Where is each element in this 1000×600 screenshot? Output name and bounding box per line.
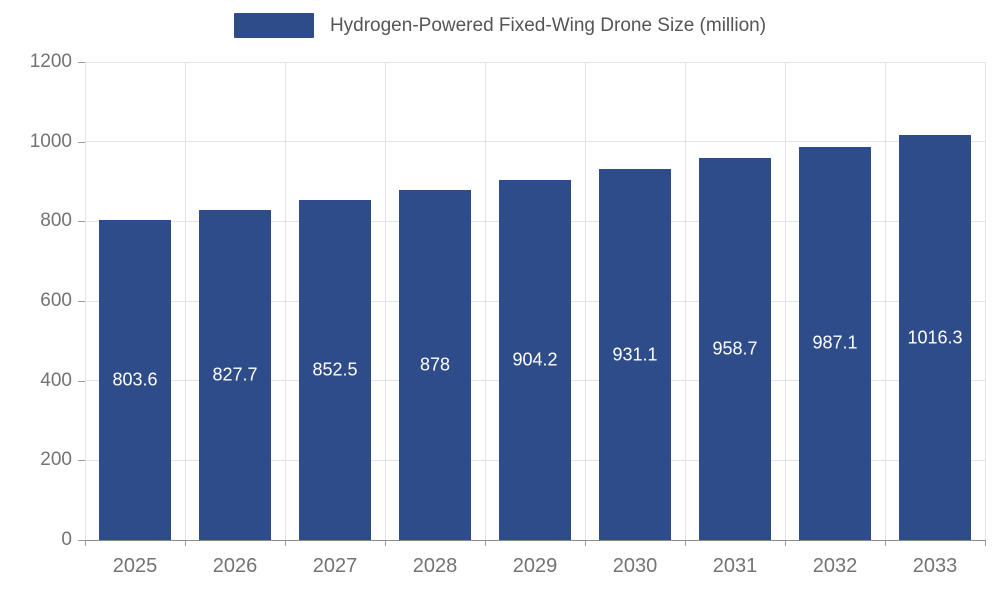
bar-value-label: 931.1 [612,344,658,365]
bar-value-label: 987.1 [812,332,858,353]
bar-value-label: 803.6 [112,369,158,390]
x-tick-mark [985,540,986,546]
bar: 931.1 [599,169,671,540]
bar-value-label: 1016.3 [907,327,963,348]
x-tick-label: 2032 [812,555,858,577]
x-tick-label: 2033 [912,555,958,577]
y-tick-mark [78,221,85,223]
x-tick-mark [85,540,86,546]
h-gridline [85,141,985,143]
x-axis-line [85,540,986,541]
bar-value-label: 878 [419,354,451,375]
y-tick-label: 0 [61,529,72,550]
v-gridline [484,62,486,540]
y-tick-label: 600 [40,290,72,311]
x-tick-mark [585,540,586,546]
y-tick-label: 200 [40,449,72,471]
x-tick-mark [385,540,386,546]
x-tick-mark [185,540,186,546]
x-tick-label: 2027 [312,555,358,577]
v-gridline [884,62,886,540]
y-tick-label: 800 [40,210,72,232]
bar: 878 [399,190,471,540]
v-gridline [384,62,386,540]
y-tick-label: 400 [40,369,72,391]
x-tick-label: 2026 [212,555,258,577]
bar-value-label: 827.7 [212,364,258,385]
bar-value-label: 852.5 [312,359,358,380]
legend-label: Hydrogen-Powered Fixed-Wing Drone Size (… [329,14,767,36]
y-tick-mark [78,301,85,302]
bar-value-label: 958.7 [712,338,758,359]
x-tick-mark [485,540,486,546]
legend-swatch [233,13,314,38]
v-gridline [184,62,186,540]
bar: 904.2 [499,179,571,540]
x-tick-label: 2030 [612,555,658,577]
bar-value-label: 904.2 [512,349,558,370]
x-tick-mark [885,540,886,546]
y-tick-mark [78,540,85,541]
h-gridline [85,61,985,63]
plot-area: 803.6 827.7 852.5 878 904.2 931.1 958.7 987.1 10… [84,61,986,540]
bar: 803.6 [99,219,171,540]
v-gridline [84,62,86,540]
bar: 958.7 [699,158,771,540]
x-tick-label: 2031 [712,555,758,577]
x-tick-mark [285,540,286,546]
bar: 827.7 [199,210,271,540]
bar: 987.1 [799,146,871,540]
v-gridline [284,62,286,540]
x-tick-mark [785,540,786,546]
v-gridline [784,62,786,540]
y-tick-label: 1000 [29,130,72,152]
y-tick-mark [78,62,85,63]
y-tick-mark [78,380,85,382]
bar: 852.5 [299,200,371,540]
bar: 1016.3 [899,135,971,540]
x-tick-label: 2025 [112,555,158,577]
y-tick-mark [78,460,85,462]
y-tick-mark [78,141,85,143]
v-gridline [984,62,986,540]
x-tick-mark [685,540,686,546]
chart-legend[interactable]: Hydrogen-Powered Fixed-Wing Drone Size (… [0,13,1000,38]
x-tick-label: 2028 [412,555,458,577]
v-gridline [684,62,686,540]
v-gridline [584,62,586,540]
y-tick-label: 1200 [29,51,72,72]
x-tick-label: 2029 [512,555,558,577]
